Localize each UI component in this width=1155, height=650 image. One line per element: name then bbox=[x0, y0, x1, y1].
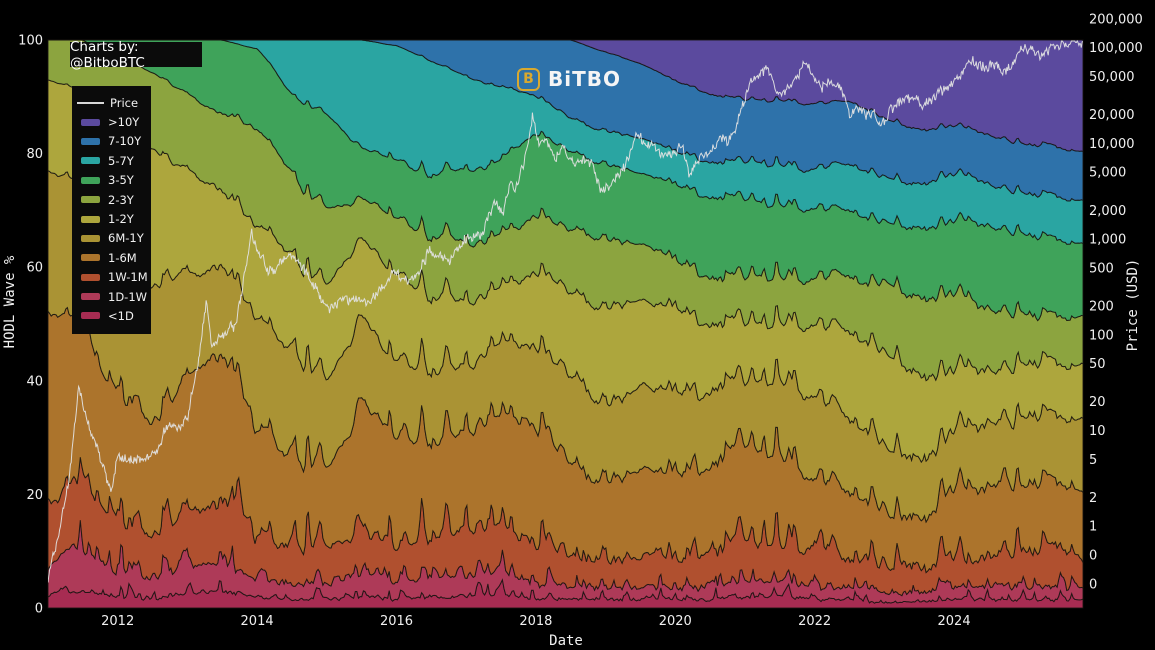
y-right-tick-17: 0 bbox=[1089, 549, 1097, 564]
band->10Y bbox=[48, 39, 1084, 153]
y-right-tick-15: 2 bbox=[1089, 491, 1097, 506]
legend-swatch-7-10Y bbox=[81, 137, 100, 145]
legend-swatch-5-7Y bbox=[81, 157, 100, 165]
y-right-tick-6: 2,000 bbox=[1089, 204, 1126, 219]
x-axis-title: Date bbox=[549, 633, 583, 649]
y-right-tick-10: 100 bbox=[1089, 328, 1114, 343]
y-left-tick-0: 0 bbox=[35, 602, 43, 617]
legend-label-1W-1M: 1W-1M bbox=[108, 270, 148, 285]
chart-attribution-text: Charts by: @BitboBTC bbox=[70, 38, 145, 71]
legend-item-6M-1Y: 6M-1Y bbox=[72, 229, 151, 248]
y-right-tick-3: 20,000 bbox=[1089, 108, 1135, 123]
legend-item-5-7Y: 5-7Y bbox=[72, 151, 151, 170]
y-right-tick-8: 500 bbox=[1089, 261, 1114, 276]
bitbo-logo: B BiTBO bbox=[517, 67, 621, 91]
legend-label-price: Price bbox=[110, 95, 139, 110]
legend-label-1-6M: 1-6M bbox=[108, 250, 137, 265]
y-left-tick-40: 40 bbox=[26, 374, 43, 389]
y-right-tick-12: 20 bbox=[1089, 395, 1106, 410]
y-right-tick-4: 10,000 bbox=[1089, 137, 1135, 152]
y-right-tick-18: 0 bbox=[1089, 577, 1097, 592]
legend-item-7-10Y: 7-10Y bbox=[72, 132, 151, 151]
y-left-tick-60: 60 bbox=[26, 261, 43, 276]
legend-item-2-3Y: 2-3Y bbox=[72, 190, 151, 209]
y-axis-title-right: Price (USD) bbox=[1125, 258, 1141, 352]
x-tick-2020: 2020 bbox=[659, 614, 692, 629]
y-left-tick-80: 80 bbox=[26, 147, 43, 162]
price-line bbox=[48, 40, 1083, 583]
legend-swatch-1-2Y bbox=[81, 215, 100, 223]
legend-label-2-3Y: 2-3Y bbox=[108, 192, 134, 207]
chart-attribution-box: Charts by: @BitboBTC bbox=[70, 39, 202, 71]
legend-label-7-10Y: 7-10Y bbox=[108, 134, 142, 149]
legend-label-5-7Y: 5-7Y bbox=[108, 153, 134, 168]
bitbo-logo-text: BiTBO bbox=[548, 67, 621, 91]
legend-item-1W-1M: 1W-1M bbox=[72, 268, 151, 287]
legend-label->10Y: >10Y bbox=[108, 115, 140, 130]
y-right-tick-14: 5 bbox=[1089, 453, 1097, 468]
legend-swatch-1W-1M bbox=[81, 273, 100, 281]
legend-item-price: Price bbox=[72, 93, 151, 112]
y-right-tick-16: 1 bbox=[1089, 520, 1097, 535]
legend-swatch-1D-1W bbox=[81, 293, 100, 301]
legend-label-<1D: <1D bbox=[108, 308, 134, 323]
y-right-tick-1: 100,000 bbox=[1089, 41, 1143, 56]
y-right-tick-2: 50,000 bbox=[1089, 70, 1135, 85]
legend-label-6M-1Y: 6M-1Y bbox=[108, 231, 144, 246]
y-left-tick-100: 100 bbox=[18, 34, 43, 49]
legend-swatch-6M-1Y bbox=[81, 234, 100, 242]
y-right-tick-5: 5,000 bbox=[1089, 166, 1126, 181]
x-tick-2014: 2014 bbox=[241, 614, 274, 629]
x-tick-2016: 2016 bbox=[380, 614, 413, 629]
x-tick-2018: 2018 bbox=[519, 614, 552, 629]
legend-item-<1D: <1D bbox=[72, 306, 151, 325]
legend: Price >10Y 7-10Y 5-7Y 3-5Y 2-3Y 1-2Y 6M-1Y 1-6M 1… bbox=[72, 86, 151, 334]
legend-swatch-3-5Y bbox=[81, 176, 100, 184]
legend-label-1D-1W: 1D-1W bbox=[108, 289, 148, 304]
legend-item->10Y: >10Y bbox=[72, 112, 151, 131]
y-right-tick-13: 10 bbox=[1089, 424, 1106, 439]
y-right-tick-0: 200,000 bbox=[1089, 12, 1143, 27]
legend-swatch-2-3Y bbox=[81, 196, 100, 204]
legend-swatch-1-6M bbox=[81, 254, 100, 262]
y-left-tick-20: 20 bbox=[26, 488, 43, 503]
price-line-icon bbox=[77, 101, 104, 104]
bitbo-logo-icon: B bbox=[517, 67, 540, 91]
legend-swatch-<1D bbox=[81, 312, 100, 320]
y-axis-title-left: HODL Wave % bbox=[2, 255, 18, 349]
legend-swatch->10Y bbox=[81, 118, 100, 126]
legend-label-3-5Y: 3-5Y bbox=[108, 173, 134, 188]
legend-item-3-5Y: 3-5Y bbox=[72, 171, 151, 190]
legend-label-1-2Y: 1-2Y bbox=[108, 212, 134, 227]
y-right-tick-11: 50 bbox=[1089, 357, 1106, 372]
y-right-tick-9: 200 bbox=[1089, 299, 1114, 314]
legend-item-1-6M: 1-6M bbox=[72, 248, 151, 267]
x-tick-2012: 2012 bbox=[101, 614, 134, 629]
x-tick-2022: 2022 bbox=[798, 614, 831, 629]
legend-item-1-2Y: 1-2Y bbox=[72, 209, 151, 228]
legend-item-1D-1W: 1D-1W bbox=[72, 287, 151, 306]
x-tick-2024: 2024 bbox=[938, 614, 971, 629]
y-right-tick-7: 1,000 bbox=[1089, 233, 1126, 248]
